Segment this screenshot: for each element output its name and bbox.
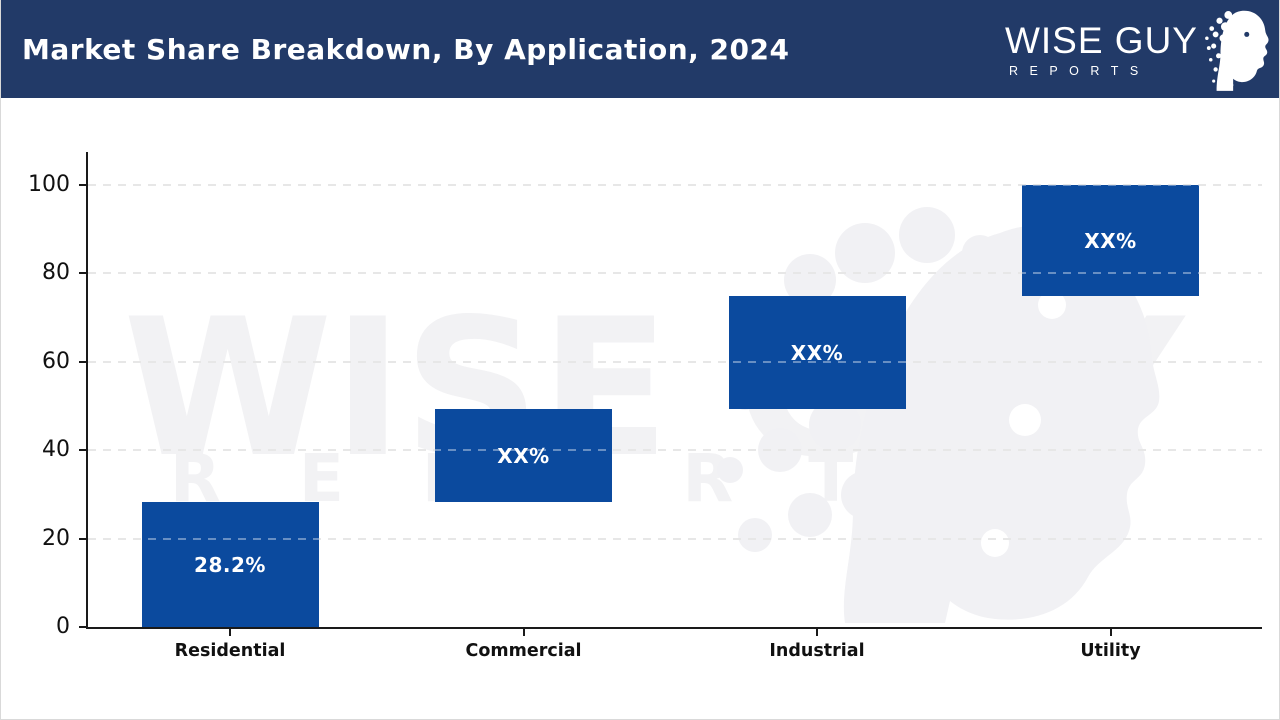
x-tick	[1109, 627, 1112, 636]
gridline	[88, 449, 1262, 452]
wise-guy-logo: WISE GUY REPORTS	[1005, 6, 1274, 92]
y-tick	[79, 272, 88, 275]
y-tick-label: 80	[42, 260, 70, 286]
gridline	[88, 537, 1262, 540]
y-tick	[79, 184, 88, 187]
bar-value-label: XX%	[1084, 228, 1137, 253]
bar-value-label: XX%	[497, 443, 550, 468]
x-tick	[229, 627, 231, 636]
bar-industrial: XX%	[728, 295, 906, 410]
logo-wordmark: WISE GUY	[1004, 19, 1198, 61]
bar-utility: XX%	[1022, 185, 1199, 296]
y-tick-label: 20	[42, 525, 70, 551]
y-tick	[79, 360, 88, 363]
y-axis-line	[86, 152, 88, 629]
x-tick-label: Industrial	[769, 641, 865, 661]
gridline	[88, 360, 1262, 363]
gridline-overlay	[88, 537, 1262, 540]
y-tick	[79, 626, 88, 628]
logo-head-icon	[1205, 10, 1269, 91]
gridline-overlay	[88, 360, 1262, 363]
gridline-overlay	[88, 272, 1262, 275]
y-tick	[79, 449, 88, 452]
header-banner: Market Share Breakdown, By Application, …	[0, 0, 1280, 98]
chart-area: WISE GUY REPORTS 0 20 40 60 80 100 28.2% Reside…	[0, 98, 1280, 720]
page-title: Market Share Breakdown, By Application, …	[22, 33, 790, 66]
bar-residential: 28.2%	[141, 502, 319, 627]
gridline	[88, 272, 1262, 275]
y-tick	[79, 537, 88, 540]
gridline	[88, 184, 1262, 187]
bar-value-label: 28.2%	[194, 552, 266, 577]
y-tick-label: 40	[42, 437, 70, 463]
x-tick-label: Commercial	[465, 641, 582, 661]
x-tick	[522, 627, 525, 636]
x-tick	[816, 627, 818, 636]
x-tick-label: Residential	[174, 641, 286, 661]
x-axis-line	[86, 627, 1262, 629]
y-tick-label: 100	[28, 172, 70, 198]
plot-area: 0 20 40 60 80 100 28.2% Residential XX% Commercia…	[28, 152, 1262, 661]
bar-commercial: XX%	[435, 409, 612, 503]
y-tick-label: 0	[56, 614, 70, 639]
gridline-overlay	[88, 184, 1262, 187]
logo-wordmark-block: WISE GUY REPORTS	[1004, 19, 1198, 78]
gridline-overlay	[88, 449, 1262, 452]
y-tick-label: 60	[42, 348, 70, 374]
logo-subtitle: REPORTS	[1008, 63, 1150, 78]
bar-value-label: XX%	[790, 340, 844, 365]
x-tick-label: Utility	[1080, 641, 1141, 661]
